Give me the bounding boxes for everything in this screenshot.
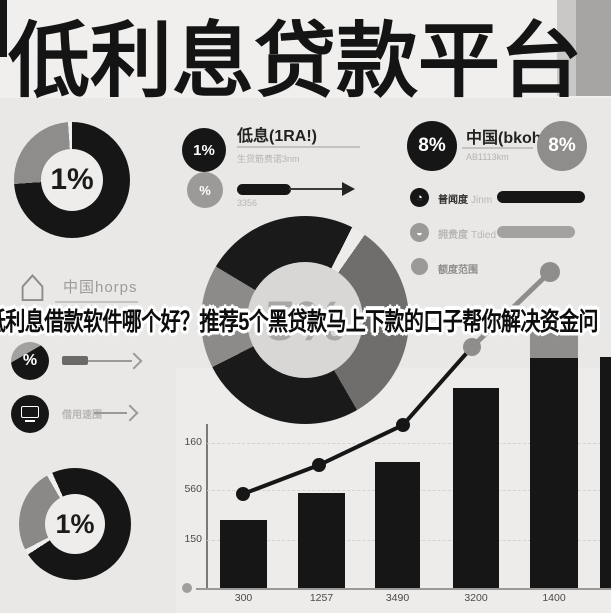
donut-chart-center: 5% [201, 216, 409, 424]
pill-caption: 3356 [237, 198, 258, 208]
data-point [463, 338, 481, 356]
rate-badge: 1% [182, 128, 226, 172]
bar [600, 357, 611, 588]
left-edge-strip [0, 0, 7, 57]
chevron-right-icon [121, 404, 139, 422]
x-tick-label: 3200 [464, 592, 488, 604]
x-tick-label: 1257 [309, 592, 334, 604]
x-axis [196, 588, 611, 590]
range-label: 额度范围 [438, 265, 478, 276]
donut-value: 1% [45, 494, 105, 554]
home-underline [55, 301, 138, 303]
arrow-icon [342, 182, 355, 196]
bar [453, 388, 499, 588]
home-label: 中国horps [63, 279, 138, 296]
usage-label: 借用速围 [62, 410, 102, 421]
stat-badge-left: 8% [407, 121, 457, 171]
corner-gray-band [576, 0, 611, 96]
panel-heading: 低息(1RA!) [237, 128, 317, 145]
stat-bar-gray [497, 226, 575, 238]
stat-label-text: 普闻度 [438, 195, 468, 206]
y-axis [206, 424, 208, 589]
mini-pill [62, 356, 88, 365]
china-heading: 中国(bkoh) [466, 130, 547, 147]
stat-label-text: 拥贵度 [438, 230, 468, 241]
stat-label-sub: Tdied [471, 230, 497, 241]
title-band [0, 0, 611, 98]
x-tick-label: 3490 [385, 592, 410, 604]
page-title: 低利息贷款平台 [8, 16, 583, 107]
progress-pill [237, 184, 291, 195]
donut-chart-top-left: 1% [14, 122, 130, 238]
chevron-right-icon [125, 352, 143, 370]
stat-badge-right: 8% [537, 121, 587, 171]
stat-label-sub: Jinm [471, 195, 493, 206]
donut-value: 1% [41, 149, 103, 211]
corner-gray-band-light [557, 0, 576, 96]
percent-split-badge: % [11, 342, 49, 380]
monitor-base [25, 419, 35, 422]
headline-banner: 低利息借款软件哪个好？推荐5个黑贷款马上下款的口子帮你解决资金问 [0, 308, 599, 337]
bar [220, 520, 267, 588]
percent-badge: % [187, 172, 223, 208]
monitor-icon [21, 406, 39, 419]
stat-row-label: 拥贵度 Tdied [438, 226, 496, 241]
stat-row-label: 普闻度 Jinm [438, 191, 492, 206]
arrow-line [94, 412, 127, 414]
y-tick-label: 560 [184, 483, 202, 495]
origin-dot [182, 583, 192, 593]
heading-underline [237, 146, 360, 148]
x-tick-label: 300 [234, 592, 253, 604]
clock-icon: ◔ [410, 188, 429, 207]
stat-bar-black [497, 191, 585, 203]
bar [375, 462, 420, 588]
house-icon: ⌂ [18, 259, 47, 312]
y-tick-label: 160 [184, 436, 202, 448]
monitor-badge [11, 395, 49, 433]
gauge-icon: ◒ [410, 223, 429, 242]
range-dot-icon [411, 258, 428, 275]
arrow-line [88, 360, 132, 362]
china-subtext: AB1113km [466, 152, 509, 162]
bar [530, 358, 578, 588]
y-tick-label: 150 [184, 533, 202, 545]
data-point [540, 262, 560, 282]
panel-subtext: 生贷筋费诺3nm [237, 154, 300, 164]
donut-chart-bottom-left: 1% [19, 468, 131, 580]
china-underline [462, 147, 533, 149]
x-tick-label: 1400 [542, 592, 566, 604]
arrow-line [289, 188, 343, 190]
bar [298, 493, 345, 588]
